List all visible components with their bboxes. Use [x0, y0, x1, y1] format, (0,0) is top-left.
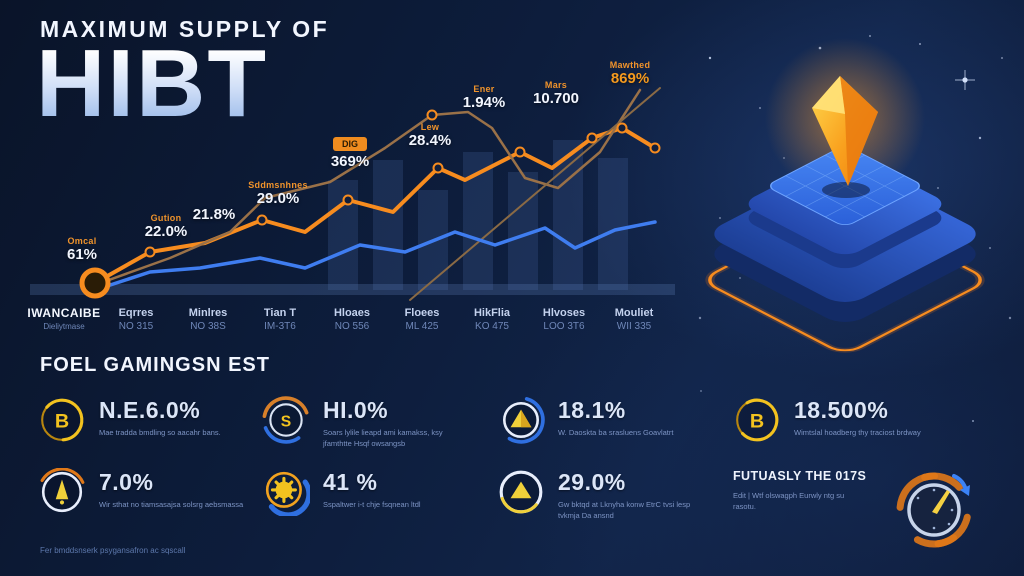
page-title: HIBT [36, 30, 268, 137]
point-label: Gution 22.0% [144, 213, 188, 241]
point-label: Mawthed 869% [609, 60, 651, 88]
x-axis-label: IWANCAIBE Dieliytmase [27, 306, 101, 331]
line-chart-canvas [30, 87, 675, 301]
point-label: Ener 1.94% [462, 84, 506, 112]
point-label: DIG 369% [330, 137, 370, 171]
stat-desc: Soars lylile lieapd ami kamakss, ksy jfa… [323, 428, 443, 448]
x-axis-label: Minlres NO 38S [188, 307, 228, 333]
x-axis-label: HikFlia KO 475 [473, 307, 511, 333]
stat-value: 7.0% [99, 469, 154, 495]
pyramid-icon [497, 396, 545, 444]
stat-card: 29.0% Gw bktqd at Lknyha konw EtrC tvsi … [497, 468, 722, 522]
future-title: FUTUASLY THE 017S [733, 469, 867, 483]
x-axis-label: Mouliet WII 335 [614, 307, 654, 333]
stat-value: 18.500% [794, 397, 889, 423]
stat-desc: Sspaltwer i-t chje fsqnean ltdl [323, 500, 421, 509]
dig-badge: DIG [332, 137, 367, 152]
stat-desc: W. Daoskta ba srasluens Goavlatrt [558, 428, 674, 437]
star [700, 390, 702, 392]
footnote: Fer bmddsnserk psygansafron ac sqscall [40, 546, 186, 555]
svg-text:S: S [281, 413, 291, 430]
gauge-icon [896, 472, 972, 548]
stat-card: 7.0% Wir sthat no tiamsasajsa solsrg aeb… [38, 468, 263, 516]
x-axis-label: Hlvoses LOO 3T6 [542, 307, 586, 333]
chart-markers [79, 109, 661, 299]
stat-desc: Wir sthat no tiamsasajsa solsrg aebsmass… [99, 500, 244, 509]
chart-baseline-band [30, 284, 675, 295]
beacon-icon [38, 468, 86, 516]
point-label: Omcal 61% [66, 236, 98, 264]
point-label: 21.8% [192, 206, 236, 223]
stat-desc: Gw bktqd at Lknyha konw EtrC tvsi lesp t… [558, 500, 691, 520]
svg-text:B: B [55, 410, 69, 432]
future-card: FUTUASLY THE 017S Edit | Wtf olswagph Eu… [733, 468, 1003, 550]
stat-value: 41 % [323, 469, 378, 495]
bitcoin-icon: B [735, 398, 779, 442]
x-axis-label: Tian T IM-3T6 [263, 307, 297, 333]
stat-desc: Mae tradda bmdling so aacahr bans. [99, 428, 221, 437]
stat-value: 18.1% [558, 397, 626, 423]
x-axis-label: Floees ML 425 [404, 307, 440, 333]
stats-heading: FOEL GAMINGSN EST [40, 354, 270, 376]
stat-card: 41 % Sspaltwer i-t chje fsqnean ltdl [262, 468, 487, 516]
point-label: Lew 28.4% [408, 122, 452, 150]
svg-text:B: B [750, 410, 764, 432]
stat-value: N.E.6.0% [99, 397, 201, 423]
supply-chart: Omcal 61% Gution 22.0% 21.8% Sddmsnhnes 29.… [27, 60, 675, 345]
stat-card: B 18.500% Wimtslal hoadberg thy traciost… [733, 396, 958, 444]
bitcoin-icon: B [40, 398, 84, 442]
x-axis-label: Hloaes NO 556 [333, 307, 371, 333]
s-coin-gauge-icon: S [262, 396, 310, 444]
stat-desc: Wimtslal hoadberg thy traciost brdway [794, 428, 921, 437]
crystal-platform-illustration [698, 35, 1012, 353]
future-desc: Edit | Wtf olswagph Eurwly ntg su rasotu… [733, 491, 845, 512]
x-axis-label: Eqrres NO 315 [118, 307, 154, 333]
point-label: Mars 10.700 [533, 80, 579, 108]
stat-card: S HI.0% Soars lylile lieapd ami kamakss,… [262, 396, 487, 450]
page-kicker: MAXIMUM SUPPLY OF [40, 16, 330, 42]
stat-card: B N.E.6.0% Mae tradda bmdling so aacahr … [38, 396, 263, 444]
stat-value: 29.0% [558, 469, 626, 495]
point-label: Sddmsnhnes 29.0% [248, 180, 308, 208]
star [972, 420, 974, 422]
crystal [812, 76, 878, 186]
crystal-shadow [822, 182, 870, 198]
gear-icon [264, 470, 310, 516]
stat-value: HI.0% [323, 397, 389, 423]
stat-card: 18.1% W. Daoskta ba srasluens Goavlatrt [497, 396, 722, 444]
triangle-icon [499, 470, 543, 514]
